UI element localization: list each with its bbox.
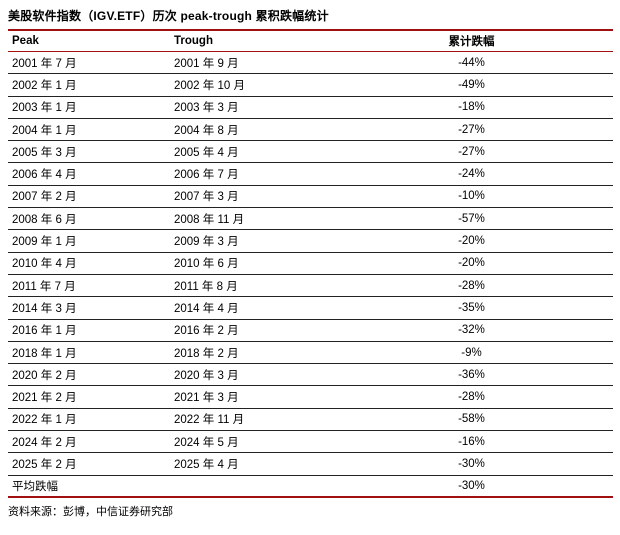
cell-trough: 2006 年 7 月 bbox=[170, 162, 330, 186]
table-row: 2003 年 1 月 2003 年 3 月 -18% bbox=[8, 96, 613, 119]
cell-peak: 2008 年 6 月 bbox=[8, 207, 170, 231]
table-row: 2022 年 1 月 2022 年 11 月 -58% bbox=[8, 408, 613, 432]
cell-drawdown: -35% bbox=[330, 296, 613, 320]
table-row: 2020 年 2 月 2020 年 3 月 -36% bbox=[8, 363, 613, 387]
cell-peak: 2010 年 4 月 bbox=[8, 252, 170, 275]
cell-drawdown: -27% bbox=[330, 140, 613, 164]
table-row: 2008 年 6 月 2008 年 11 月 -57% bbox=[8, 207, 613, 231]
table-body: 2001 年 7 月 2001 年 9 月 -44% 2002 年 1 月 2002 年… bbox=[8, 51, 613, 498]
cell-drawdown: -44% bbox=[330, 51, 613, 75]
cell-trough: 2016 年 2 月 bbox=[170, 319, 330, 342]
cell-trough: 2014 年 4 月 bbox=[170, 296, 330, 320]
table-row: 2009 年 1 月 2009 年 3 月 -20% bbox=[8, 229, 613, 253]
cell-trough: 2022 年 11 月 bbox=[170, 408, 330, 432]
drawdown-table: Peak Trough 累计跌幅 2001 年 7 月 2001 年 9 月 -44… bbox=[8, 29, 613, 499]
cell-peak: 2016 年 1 月 bbox=[8, 319, 170, 342]
cell-peak: 2021 年 2 月 bbox=[8, 385, 170, 409]
table-row: 2025 年 2 月 2025 年 4 月 -30% bbox=[8, 452, 613, 476]
cell-peak: 2018 年 1 月 bbox=[8, 341, 170, 365]
cell-drawdown: -30% bbox=[330, 452, 613, 476]
cell-drawdown: -58% bbox=[330, 408, 613, 432]
cell-summary-spacer bbox=[170, 475, 330, 497]
cell-drawdown: -9% bbox=[330, 341, 613, 365]
table-row: 2011 年 7 月 2011 年 8 月 -28% bbox=[8, 274, 613, 298]
table-row: 2007 年 2 月 2007 年 3 月 -10% bbox=[8, 185, 613, 209]
cell-trough: 2020 年 3 月 bbox=[170, 363, 330, 387]
table-header-row: Peak Trough 累计跌幅 bbox=[8, 30, 613, 52]
cell-drawdown: -28% bbox=[330, 385, 613, 409]
table-row: 2005 年 3 月 2005 年 4 月 -27% bbox=[8, 140, 613, 164]
cell-trough: 2005 年 4 月 bbox=[170, 140, 330, 164]
cell-trough: 2004 年 8 月 bbox=[170, 118, 330, 142]
cell-peak: 2025 年 2 月 bbox=[8, 452, 170, 476]
summary-row: 平均跌幅 -30% bbox=[8, 475, 613, 497]
cell-trough: 2008 年 11 月 bbox=[170, 207, 330, 231]
cell-drawdown: -28% bbox=[330, 274, 613, 298]
cell-peak: 2002 年 1 月 bbox=[8, 73, 170, 97]
table-row: 2001 年 7 月 2001 年 9 月 -44% bbox=[8, 51, 613, 75]
column-header-peak: Peak bbox=[8, 30, 170, 52]
cell-drawdown: -36% bbox=[330, 363, 613, 387]
table-row: 2002 年 1 月 2002 年 10 月 -49% bbox=[8, 73, 613, 97]
cell-peak: 2020 年 2 月 bbox=[8, 363, 170, 387]
table-row: 2010 年 4 月 2010 年 6 月 -20% bbox=[8, 252, 613, 275]
table-row: 2014 年 3 月 2014 年 4 月 -35% bbox=[8, 296, 613, 320]
page-title: 美股软件指数（IGV.ETF）历次 peak-trough 累积跌幅统计 bbox=[8, 9, 329, 23]
cell-trough: 2025 年 4 月 bbox=[170, 452, 330, 476]
table-row: 2016 年 1 月 2016 年 2 月 -32% bbox=[8, 319, 613, 342]
cell-drawdown: -18% bbox=[330, 96, 613, 119]
table-row: 2018 年 1 月 2018 年 2 月 -9% bbox=[8, 341, 613, 365]
column-header-drawdown: 累计跌幅 bbox=[330, 30, 613, 52]
cell-trough: 2010 年 6 月 bbox=[170, 252, 330, 275]
cell-trough: 2001 年 9 月 bbox=[170, 51, 330, 75]
source-note: 资料来源：彭博，中信证券研究部 bbox=[8, 506, 173, 519]
table-row: 2006 年 4 月 2006 年 7 月 -24% bbox=[8, 162, 613, 186]
cell-peak: 2014 年 3 月 bbox=[8, 296, 170, 320]
cell-summary-label: 平均跌幅 bbox=[12, 481, 58, 494]
cell-peak: 2006 年 4 月 bbox=[8, 162, 170, 186]
cell-peak: 2007 年 2 月 bbox=[8, 185, 170, 209]
cell-trough: 2007 年 3 月 bbox=[170, 185, 330, 209]
cell-peak: 2005 年 3 月 bbox=[8, 140, 170, 164]
cell-drawdown: -49% bbox=[330, 73, 613, 97]
cell-peak: 2003 年 1 月 bbox=[8, 96, 170, 119]
cell-peak: 2009 年 1 月 bbox=[8, 229, 170, 253]
cell-drawdown: -20% bbox=[330, 229, 613, 253]
cell-trough: 2009 年 3 月 bbox=[170, 229, 330, 253]
cell-trough: 2024 年 5 月 bbox=[170, 430, 330, 454]
cell-trough: 2003 年 3 月 bbox=[170, 96, 330, 119]
cell-drawdown: -24% bbox=[330, 162, 613, 186]
table-row: 2004 年 1 月 2004 年 8 月 -27% bbox=[8, 118, 613, 142]
cell-drawdown: -57% bbox=[330, 207, 613, 231]
cell-drawdown: -20% bbox=[330, 252, 613, 275]
cell-drawdown: -32% bbox=[330, 319, 613, 342]
table-row: 2024 年 2 月 2024 年 5 月 -16% bbox=[8, 430, 613, 454]
cell-trough: 2021 年 3 月 bbox=[170, 385, 330, 409]
cell-peak: 2004 年 1 月 bbox=[8, 118, 170, 142]
cell-trough: 2002 年 10 月 bbox=[170, 73, 330, 97]
cell-peak: 2011 年 7 月 bbox=[8, 274, 170, 298]
cell-peak: 2024 年 2 月 bbox=[8, 430, 170, 454]
cell-peak: 2022 年 1 月 bbox=[8, 408, 170, 432]
cell-drawdown: -16% bbox=[330, 430, 613, 454]
cell-drawdown: -10% bbox=[330, 185, 613, 209]
cell-trough: 2011 年 8 月 bbox=[170, 274, 330, 298]
cell-summary-drawdown: -30% bbox=[458, 480, 485, 493]
table-row: 2021 年 2 月 2021 年 3 月 -28% bbox=[8, 385, 613, 409]
cell-drawdown: -27% bbox=[330, 118, 613, 142]
cell-peak: 2001 年 7 月 bbox=[8, 51, 170, 75]
column-header-trough: Trough bbox=[170, 30, 330, 52]
cell-trough: 2018 年 2 月 bbox=[170, 341, 330, 365]
